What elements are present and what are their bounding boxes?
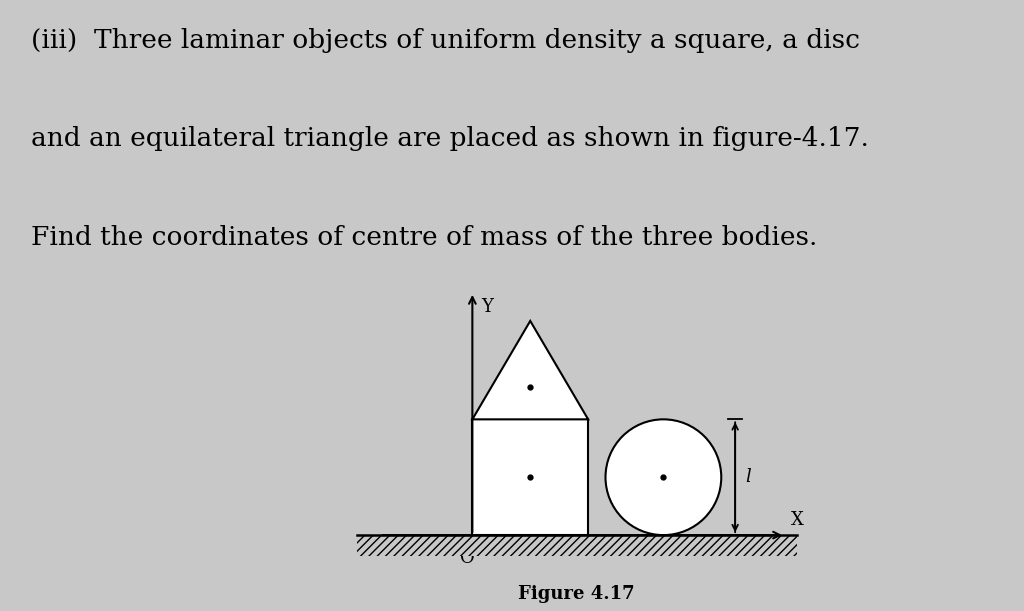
Bar xyxy=(472,419,588,535)
Text: X: X xyxy=(791,511,804,529)
Polygon shape xyxy=(472,321,588,419)
Text: Y: Y xyxy=(481,298,494,316)
Text: Find the coordinates of centre of mass of the three bodies.: Find the coordinates of centre of mass o… xyxy=(31,225,817,250)
Text: O: O xyxy=(461,549,475,567)
Text: (iii)  Three laminar objects of uniform density a square, a disc: (iii) Three laminar objects of uniform d… xyxy=(31,28,860,53)
Text: Figure 4.17: Figure 4.17 xyxy=(518,585,635,603)
Bar xyxy=(356,535,797,556)
Text: l: l xyxy=(745,468,752,486)
Text: and an equilateral triangle are placed as shown in figure-4.17.: and an equilateral triangle are placed a… xyxy=(31,126,868,152)
Ellipse shape xyxy=(605,419,721,535)
